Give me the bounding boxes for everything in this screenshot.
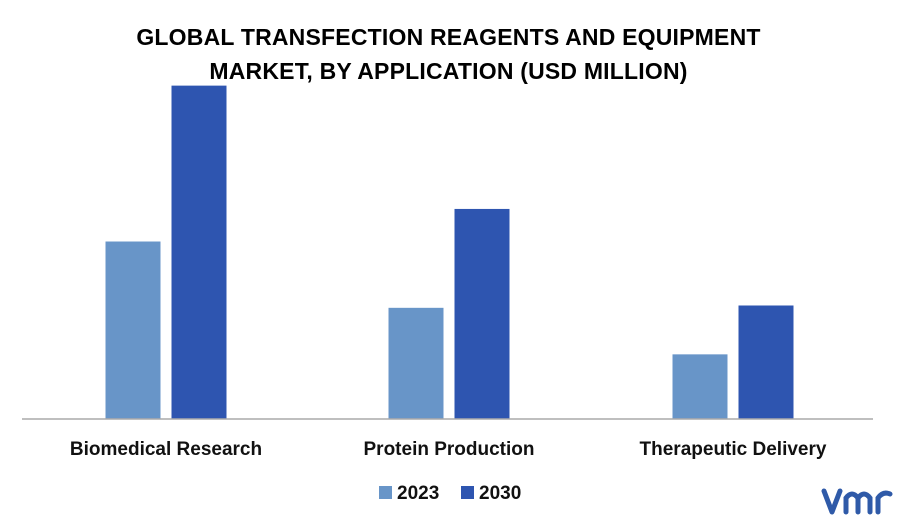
bar-2023-protein-production [387, 306, 445, 420]
category-label: Therapeutic Delivery [640, 439, 827, 460]
logo-mark-m [843, 491, 873, 515]
bar-2030-protein-production [453, 207, 511, 420]
category-label: Biomedical Research [70, 439, 262, 460]
logo-mark-r [875, 490, 893, 515]
bar-2030-therapeutic-delivery [737, 304, 795, 420]
legend-swatch-2023 [379, 486, 392, 499]
bar-2030-biomedical-research [170, 84, 228, 420]
logo-mark-v [821, 488, 843, 515]
chart-title-line1: GLOBAL TRANSFECTION REAGENTS AND EQUIPME… [136, 24, 761, 50]
chart-title: GLOBAL TRANSFECTION REAGENTS AND EQUIPME… [0, 20, 897, 88]
legend: 2023 2030 [379, 483, 521, 504]
bars-group [104, 84, 795, 420]
chart-title-line2: MARKET, BY APPLICATION (USD MILLION) [209, 58, 688, 84]
legend-swatch-2030 [461, 486, 474, 499]
bar-2023-therapeutic-delivery [671, 353, 729, 420]
bar-2023-biomedical-research [104, 240, 162, 420]
legend-label-2030: 2030 [479, 483, 521, 504]
category-label: Protein Production [364, 439, 535, 460]
vmr-logo [821, 488, 893, 515]
category-labels: Biomedical Research Protein Production The… [70, 439, 827, 460]
legend-label-2023: 2023 [397, 483, 439, 504]
